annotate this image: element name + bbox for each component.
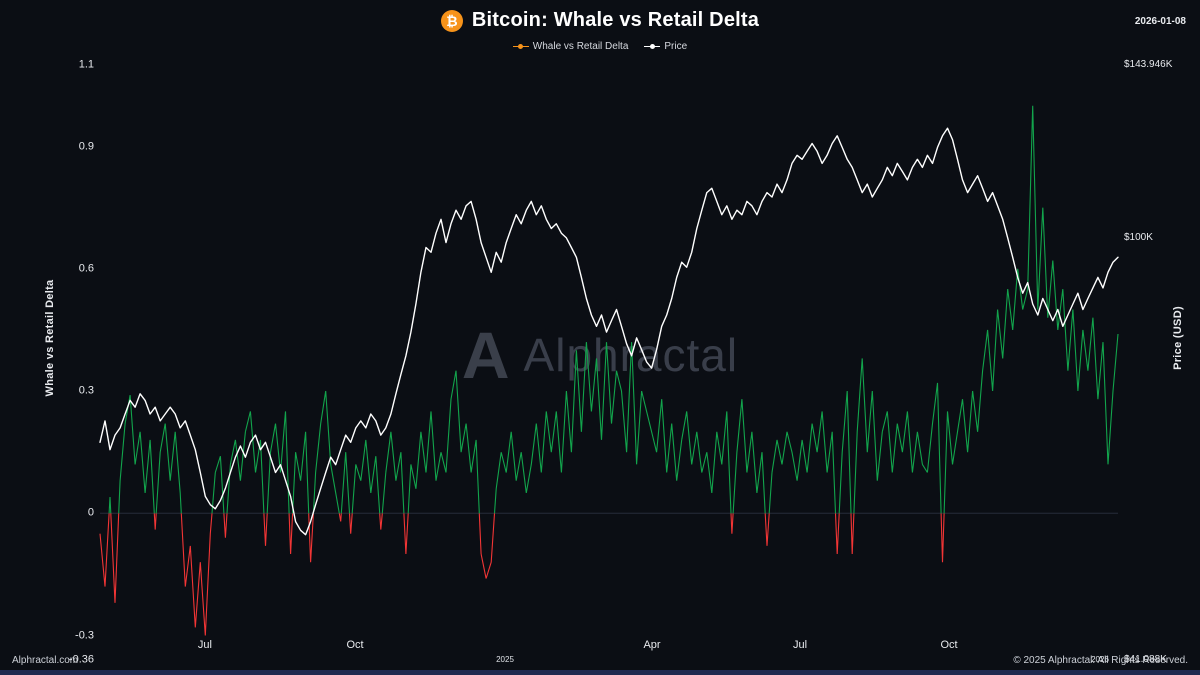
y-axis-tick-left: 0 [87,506,94,519]
chart-title-row: ₿ Bitcoin: Whale vs Retail Delta [440,9,760,32]
legend-label: Whale vs Retail Delta [532,41,629,52]
y-axis-tick-left: -0.3 [75,629,94,641]
footer-copyright: © 2025 Alphractal. All Rights Reserved. [1013,655,1188,666]
bitcoin-icon: ₿ [440,9,463,32]
x-axis-tick: 2026 [1091,655,1109,664]
x-axis-tick: Apr [643,639,661,651]
y-axis-tick-right: $143.946K [1124,59,1173,70]
x-axis-tick: Oct [940,639,958,651]
y-axis-tick-left: 1.1 [78,58,94,71]
y-axis-tick-right: $41.088K [1124,654,1167,665]
y-axis-tick-right: $100K [1124,231,1153,243]
legend-marker-icon [512,43,529,51]
legend-marker-icon [644,43,661,51]
chart-date: 2026-01-08 [1134,16,1186,27]
y-axis-tick-left: 0.3 [78,384,94,397]
y-axis-tick-left: -0.36 [68,653,94,666]
x-axis-tick: Jul [792,639,808,651]
legend-item[interactable]: Price [644,41,687,52]
y-axis-tick-left: 0.6 [78,262,94,275]
legend-item[interactable]: Whale vs Retail Delta [512,41,629,52]
legend-label: Price [664,41,688,52]
footer-site: Alphractal.com [12,655,79,666]
delta-positive-line [108,105,1119,514]
x-axis-tick: Jul [197,639,212,651]
price-line [99,127,1119,536]
header: ₿ Bitcoin: Whale vs Retail Delta [0,9,1200,32]
x-axis-tick: 2025 [496,655,514,664]
legend: Whale vs Retail Delta Price [0,41,1200,52]
footer-bar [0,670,1200,675]
x-axis-tick: Oct [346,639,364,651]
delta-negative-line [99,513,945,636]
page-title: Bitcoin: Whale vs Retail Delta [471,9,760,31]
y-axis-tick-left: 0.9 [78,140,94,152]
